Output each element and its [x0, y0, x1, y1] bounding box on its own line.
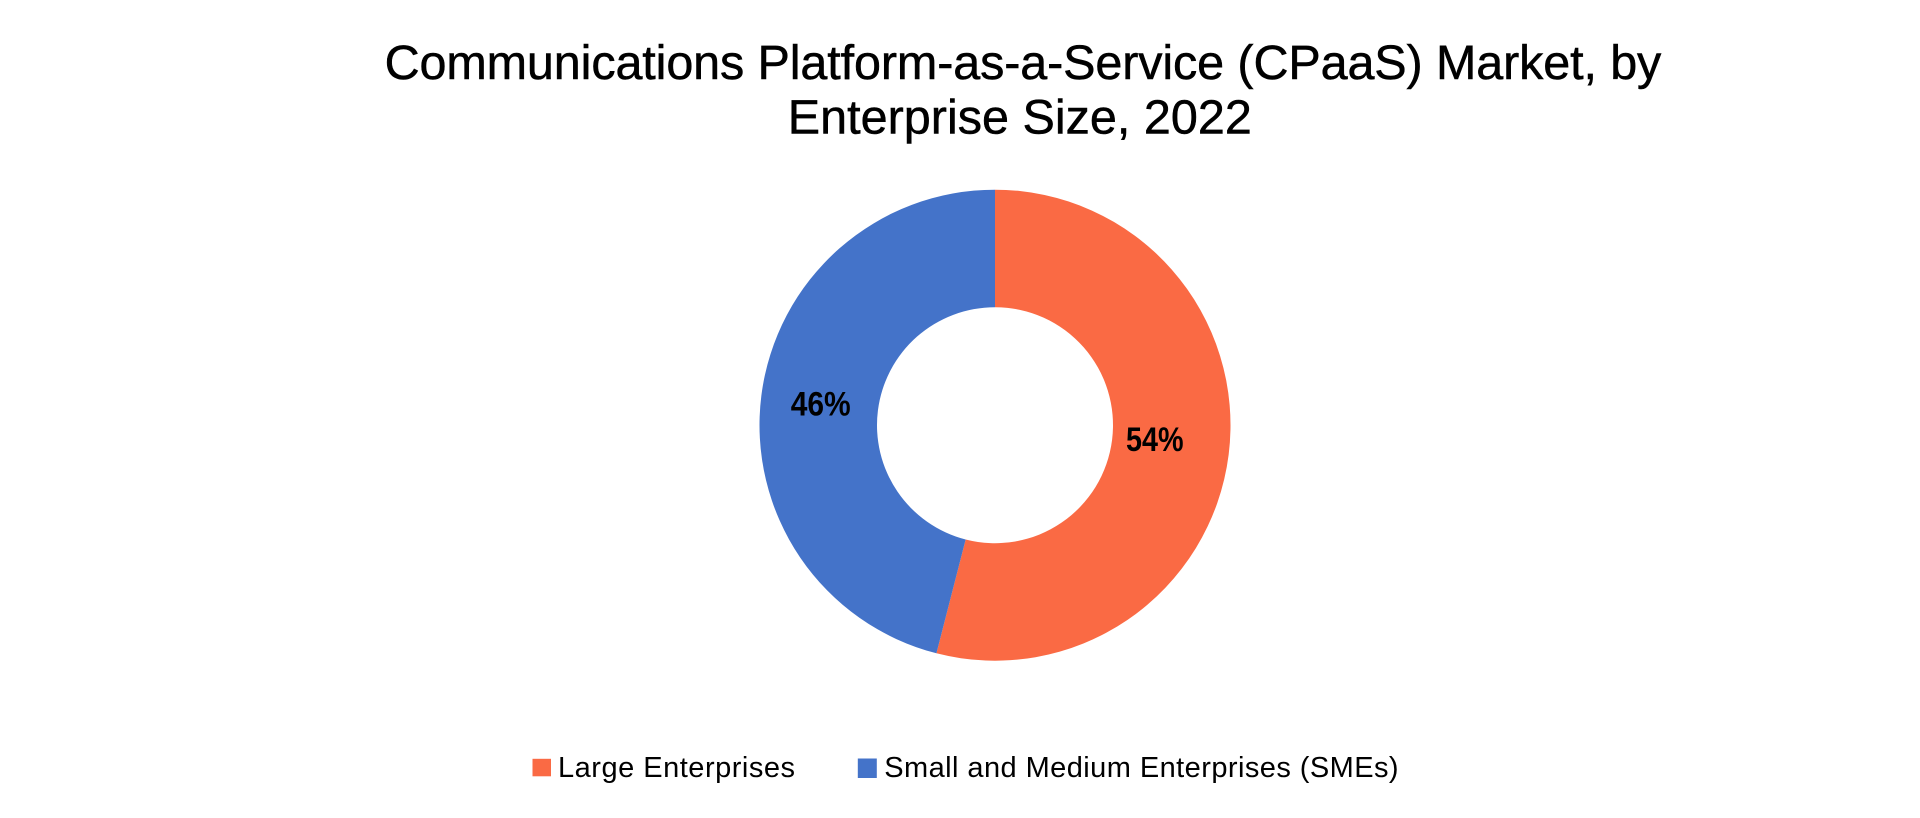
svg-text:Enterprise Size, 2022: Enterprise Size, 2022	[788, 90, 1252, 144]
svg-text:46%: 46%	[791, 386, 851, 424]
svg-text:Small and Medium Enterprises (: Small and Medium Enterprises (SMEs)	[884, 752, 1398, 784]
svg-text:54%: 54%	[1126, 421, 1184, 459]
svg-text:Communications Platform-as-a-S: Communications Platform-as-a-Service (CP…	[385, 36, 1662, 90]
svg-text:Large Enterprises: Large Enterprises	[558, 752, 795, 784]
